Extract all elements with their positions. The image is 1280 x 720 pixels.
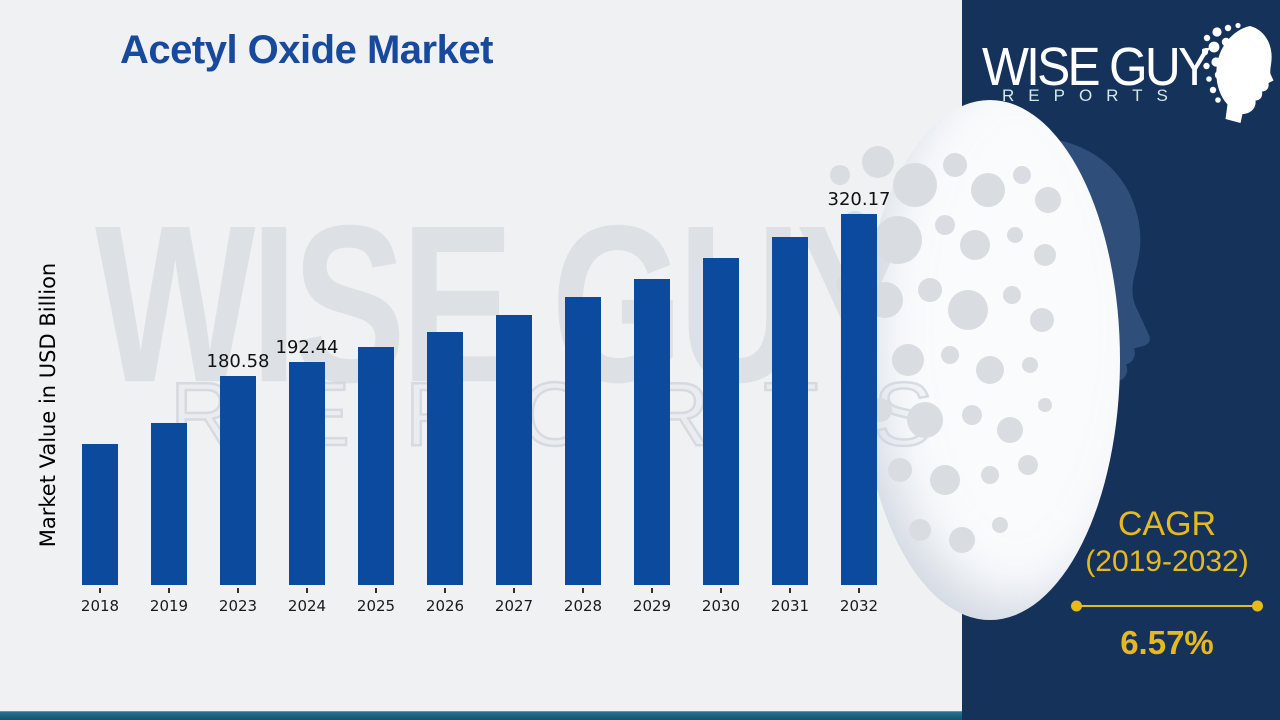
- page-title: Acetyl Oxide Market: [120, 28, 493, 72]
- bar-column: 2027: [495, 205, 533, 615]
- x-axis-year-label: 2032: [839, 597, 879, 615]
- bar: 320.17: [828, 189, 890, 585]
- cagr-value: 6.57%: [1120, 624, 1214, 662]
- x-axis-tick: [444, 588, 446, 593]
- bar: [772, 236, 808, 585]
- bar-column: 2029: [633, 205, 671, 615]
- bar: [82, 444, 118, 585]
- bar: 192.44: [276, 337, 338, 585]
- x-axis-tick: [582, 588, 584, 593]
- bar-value-label: 192.44: [275, 337, 339, 358]
- bar-column: 2030: [702, 205, 740, 615]
- bar: [565, 297, 601, 585]
- x-axis-year-label: 2018: [80, 597, 120, 615]
- bar-column: 192.44 2024: [276, 205, 339, 615]
- x-axis-year-label: 2028: [563, 597, 603, 615]
- bar: [358, 347, 394, 585]
- bar-column: 2019: [150, 205, 188, 615]
- logo-wiseguy-text: WISE GUY: [982, 37, 1211, 97]
- x-axis-year-label: 2025: [356, 597, 396, 615]
- x-axis-tick: [237, 588, 239, 593]
- x-axis-tick: [789, 588, 791, 593]
- bottom-strip: [0, 711, 962, 720]
- x-axis-tick: [306, 588, 308, 593]
- x-axis-tick: [99, 588, 101, 593]
- cagr-range: (2019-2032): [1085, 545, 1249, 579]
- x-axis-tick: [720, 588, 722, 593]
- bar-value-label: 180.58: [206, 350, 270, 372]
- cagr-line-dot-right: [1252, 600, 1263, 612]
- bar: [634, 278, 670, 585]
- bar-column: 2026: [426, 205, 464, 615]
- bar-chart: 2018 2019 180.58 2023 192.44 2024 2025 2026 2027…: [81, 189, 891, 615]
- x-axis-tick: [651, 588, 653, 593]
- bar-column: 2018: [81, 205, 119, 615]
- x-axis-year-label: 2023: [218, 597, 258, 615]
- logo-face-icon: [1202, 22, 1274, 123]
- x-axis-year-label: 2029: [632, 597, 672, 615]
- bar-value-label: 320.17: [827, 189, 891, 210]
- cagr-line-dot-left: [1071, 600, 1082, 612]
- cagr-label: CAGR: [1117, 505, 1217, 543]
- bar-column: 2025: [357, 205, 395, 615]
- bar-column: 2028: [564, 205, 602, 615]
- x-axis-year-label: 2024: [287, 597, 327, 615]
- bar: [151, 422, 187, 585]
- bar: [427, 331, 463, 585]
- cagr-block: CAGR (2019-2032) 6.57%: [1062, 505, 1272, 662]
- bar: [703, 258, 739, 585]
- bar-column: 320.17 2032: [828, 189, 891, 615]
- bar-column: 2031: [771, 205, 809, 615]
- x-axis-tick: [513, 588, 515, 593]
- bar: 180.58: [207, 351, 269, 585]
- logo-reports-text: REPORTS: [1002, 86, 1182, 105]
- cagr-line: [1071, 600, 1263, 612]
- x-axis-tick: [168, 588, 170, 593]
- x-axis-year-label: 2030: [701, 597, 741, 615]
- x-axis-year-label: 2019: [149, 597, 189, 615]
- x-axis-tick: [375, 588, 377, 593]
- bar-column: 180.58 2023: [207, 205, 270, 615]
- y-axis-label: Market Value in USD Billion: [36, 262, 60, 548]
- x-axis-tick: [858, 588, 860, 593]
- x-axis-year-label: 2026: [425, 597, 465, 615]
- bar: [496, 315, 532, 585]
- x-axis-year-label: 2027: [494, 597, 534, 615]
- x-axis-year-label: 2031: [770, 597, 810, 615]
